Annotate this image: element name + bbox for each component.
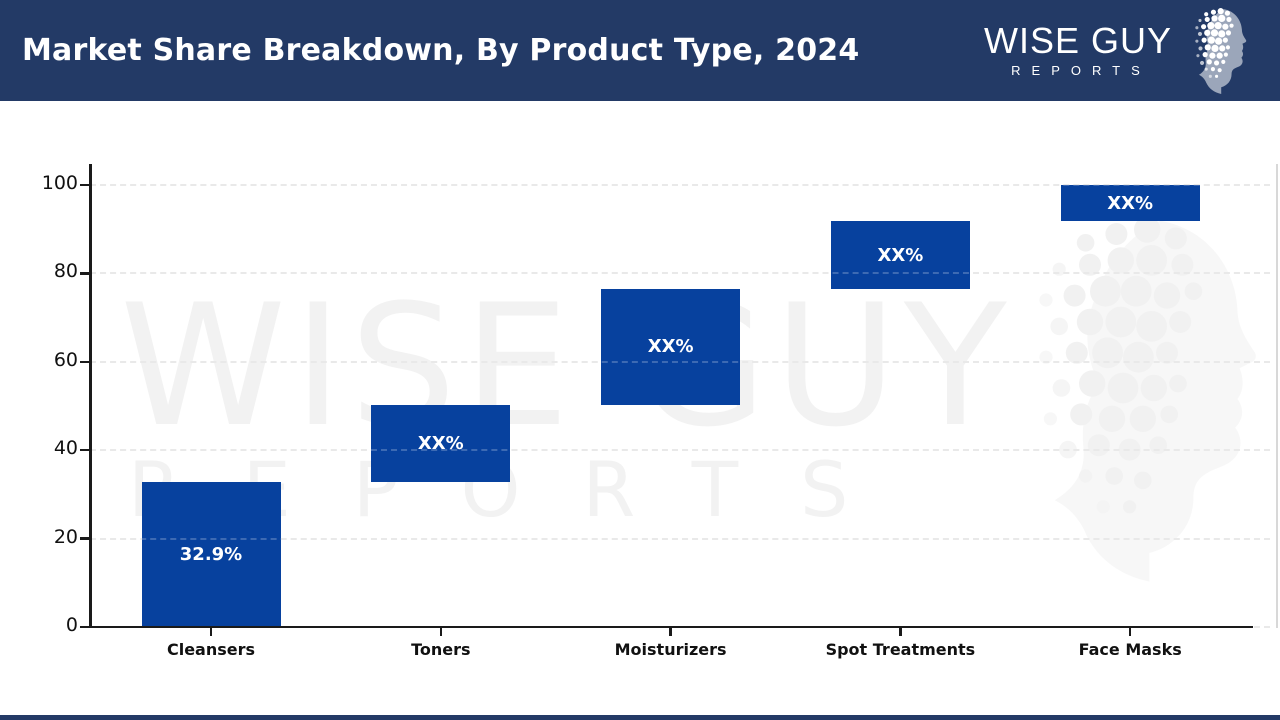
grid-line-overlay: [90, 360, 1270, 363]
y-tick-mark: [80, 272, 89, 275]
bar-moisturizers: XX%: [601, 288, 741, 405]
x-tick-label: Cleansers: [166, 640, 256, 659]
bar-value-label: XX%: [1107, 192, 1154, 214]
grid-line: [90, 449, 1270, 452]
footer-bar: [0, 715, 1280, 720]
header-bar: Market Share Breakdown, By Product Type,…: [0, 0, 1280, 101]
wise-guy-face-icon: [1176, 7, 1254, 95]
y-tick-mark: [80, 625, 89, 629]
x-tick-label: Face Masks: [1078, 640, 1182, 659]
x-axis-line: [89, 625, 1253, 628]
plot-right-spine: [1276, 164, 1278, 628]
y-tick-label: 0: [65, 614, 78, 636]
y-tick-label: 100: [41, 172, 78, 194]
x-tick-label: Toners: [411, 640, 471, 659]
bar-value-label: XX%: [877, 244, 924, 266]
bar-value-label: 32.9%: [179, 543, 243, 565]
y-tick-mark: [80, 360, 89, 364]
bar-spot-treatments: XX%: [830, 221, 970, 289]
y-tick-mark: [80, 448, 89, 452]
y-tick-mark: [80, 183, 89, 187]
wise-guy-logo: WISE GUY REPORTS: [984, 7, 1254, 95]
x-tick-mark: [1128, 628, 1132, 636]
page-title: Market Share Breakdown, By Product Type,…: [22, 33, 860, 68]
y-tick-label: 60: [53, 348, 78, 371]
y-tick-label: 20: [53, 525, 78, 548]
watermark-wordmark: WISE GUY: [120, 268, 1014, 464]
grid-line-overlay: [90, 184, 1270, 186]
x-tick-mark: [669, 628, 672, 636]
x-tick-mark: [209, 628, 213, 636]
y-axis-line: [89, 164, 92, 628]
x-tick-mark: [439, 628, 443, 636]
logo-wordmark: WISE GUY: [983, 20, 1172, 61]
x-tick-label: Moisturizers: [614, 640, 727, 659]
x-tick-mark: [899, 628, 902, 636]
bar-cleansers: 32.9%: [141, 481, 281, 627]
bar-toners: XX%: [371, 404, 511, 482]
y-tick-mark: [80, 537, 89, 540]
grid-line-overlay: [90, 537, 1270, 540]
logo-text: WISE GUY REPORTS: [983, 20, 1172, 79]
grid-line: [90, 272, 1270, 275]
grid-line: [90, 184, 1270, 186]
bar-value-label: XX%: [417, 432, 464, 454]
y-tick-label: 40: [53, 437, 78, 460]
grid-line-overlay: [90, 449, 1270, 452]
bar-value-label: XX%: [647, 336, 694, 358]
logo-subtitle: REPORTS: [1011, 63, 1151, 78]
x-tick-label: Spot Treatments: [825, 640, 976, 659]
grid-line-overlay: [90, 272, 1270, 275]
y-tick-label: 80: [53, 260, 78, 283]
grid-line: [90, 537, 1270, 540]
bar-face-masks: XX%: [1060, 185, 1200, 222]
